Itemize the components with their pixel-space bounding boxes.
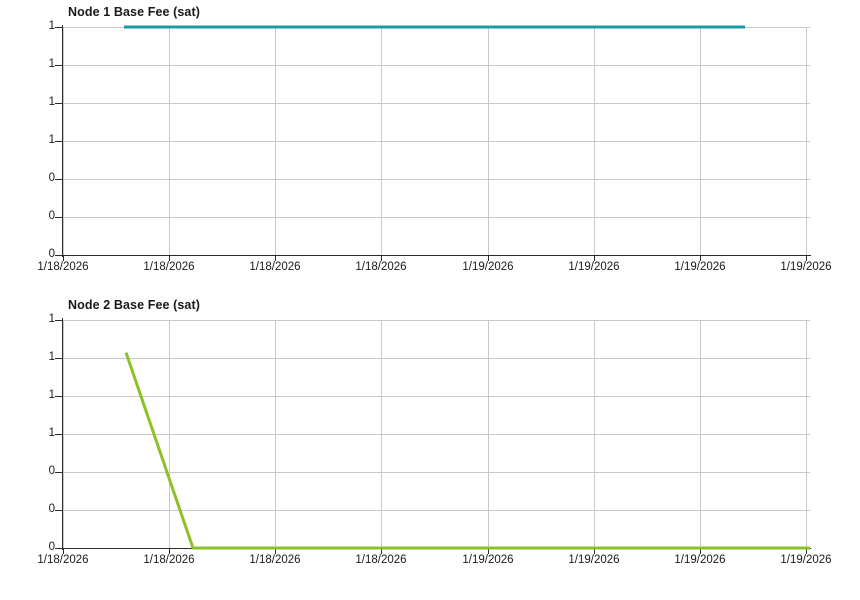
y-axis-spine-node1 [62, 25, 63, 257]
y-tick-node1-6 [55, 255, 62, 256]
x-tick-node1-2 [275, 255, 276, 261]
x-axis-label-node2-2: 1/18/2026 [249, 554, 301, 566]
x-tick-node2-1 [169, 548, 170, 554]
gridline-v-node2-1 [169, 320, 170, 548]
gridline-v-node2-6 [700, 320, 701, 548]
y-axis-label-node2-6: 0 [48, 541, 55, 553]
gridline-h-node2-4 [63, 472, 810, 473]
gridline-h-node2-5 [63, 510, 810, 511]
gridline-h-node1-2 [63, 103, 810, 104]
x-tick-node1-0 [63, 255, 64, 261]
gridline-h-node2-2 [63, 396, 810, 397]
y-axis-label-node1-1: 1 [48, 58, 55, 70]
gridline-h-node2-1 [63, 358, 810, 359]
y-axis-label-node2-4: 0 [48, 465, 55, 477]
x-tick-node2-2 [275, 548, 276, 554]
gridline-v-node1-0 [63, 27, 64, 255]
gridline-v-node2-2 [275, 320, 276, 548]
y-axis-spine-node2 [62, 318, 63, 550]
x-axis-label-node2-5: 1/19/2026 [568, 554, 620, 566]
plot-area-node2 [63, 320, 810, 550]
x-tick-node2-7 [806, 548, 807, 554]
x-axis-label-node2-3: 1/18/2026 [355, 554, 407, 566]
y-tick-node1-1 [55, 65, 62, 66]
x-tick-node1-4 [488, 255, 489, 261]
plot-area-node1 [63, 25, 810, 255]
y-axis-label-node2-5: 0 [48, 503, 55, 515]
x-axis-label-node2-0: 1/18/2026 [37, 554, 89, 566]
gridline-h-node1-5 [63, 217, 810, 218]
gridline-v-node2-3 [381, 320, 382, 548]
gridline-v-node1-6 [700, 27, 701, 255]
gridline-v-node1-5 [594, 27, 595, 255]
y-tick-node1-3 [55, 141, 62, 142]
x-axis-label-node1-3: 1/18/2026 [355, 261, 407, 273]
x-tick-node1-5 [594, 255, 595, 261]
gridline-h-node1-3 [63, 141, 810, 142]
x-axis-label-node2-4: 1/19/2026 [462, 554, 514, 566]
y-axis-label-node2-1: 1 [48, 351, 55, 363]
x-axis-label-node1-5: 1/19/2026 [568, 261, 620, 273]
x-tick-node1-7 [806, 255, 807, 261]
chart-title-node1: Node 1 Base Fee (sat) [68, 5, 201, 19]
y-tick-node1-2 [55, 103, 62, 104]
gridline-h-node2-0 [63, 320, 810, 321]
x-axis-label-node2-7: 1/19/2026 [780, 554, 832, 566]
x-tick-node2-5 [594, 548, 595, 554]
series-line-node2 [124, 352, 810, 550]
x-tick-node1-1 [169, 255, 170, 261]
chart-panel-node2: Node 2 Base Fee (sat) 1 1 1 1 0 0 0 1/18… [0, 293, 860, 583]
x-axis-label-node1-7: 1/19/2026 [780, 261, 832, 273]
y-tick-node1-4 [55, 179, 62, 180]
y-axis-label-node1-3: 1 [48, 134, 55, 146]
gridline-v-node2-0 [63, 320, 64, 548]
y-axis-label-node2-0: 1 [48, 313, 55, 325]
x-tick-node1-6 [700, 255, 701, 261]
chart-title-node2: Node 2 Base Fee (sat) [68, 298, 201, 312]
gridline-v-node1-7 [806, 27, 807, 255]
series-line-node1 [124, 25, 745, 29]
x-tick-node2-3 [381, 548, 382, 554]
x-tick-node1-3 [381, 255, 382, 261]
x-tick-node2-4 [488, 548, 489, 554]
x-axis-label-node2-6: 1/19/2026 [674, 554, 726, 566]
gridline-h-node2-3 [63, 434, 810, 435]
y-tick-node2-5 [55, 510, 62, 511]
y-axis-label-node1-5: 0 [48, 210, 55, 222]
gridline-v-node1-2 [275, 27, 276, 255]
chart-panel-node1: Node 1 Base Fee (sat) 1 1 1 1 0 0 0 1/18… [0, 0, 860, 290]
y-tick-node2-4 [55, 472, 62, 473]
y-tick-node2-6 [55, 548, 62, 549]
y-axis-label-node2-3: 1 [48, 427, 55, 439]
gridline-v-node2-5 [594, 320, 595, 548]
y-tick-node2-1 [55, 358, 62, 359]
gridline-h-node1-4 [63, 179, 810, 180]
gridline-v-node1-1 [169, 27, 170, 255]
y-tick-node2-2 [55, 396, 62, 397]
y-axis-label-node1-4: 0 [48, 172, 55, 184]
x-axis-spine-node1 [62, 255, 811, 256]
gridline-v-node2-7 [806, 320, 807, 548]
x-axis-label-node1-1: 1/18/2026 [143, 261, 195, 273]
y-axis-label-node1-2: 1 [48, 96, 55, 108]
y-tick-node1-0 [55, 27, 62, 28]
x-axis-label-node1-0: 1/18/2026 [37, 261, 89, 273]
x-axis-label-node1-4: 1/19/2026 [462, 261, 514, 273]
y-tick-node1-5 [55, 217, 62, 218]
y-axis-label-node2-2: 1 [48, 389, 55, 401]
x-axis-label-node1-6: 1/19/2026 [674, 261, 726, 273]
x-axis-label-node1-2: 1/18/2026 [249, 261, 301, 273]
x-tick-node2-6 [700, 548, 701, 554]
gridline-v-node1-4 [488, 27, 489, 255]
x-axis-label-node2-1: 1/18/2026 [143, 554, 195, 566]
y-tick-node2-3 [55, 434, 62, 435]
gridline-h-node1-1 [63, 65, 810, 66]
y-axis-label-node1-0: 1 [48, 20, 55, 32]
y-tick-node2-0 [55, 320, 62, 321]
x-tick-node2-0 [63, 548, 64, 554]
gridline-v-node1-3 [381, 27, 382, 255]
gridline-v-node2-4 [488, 320, 489, 548]
y-axis-label-node1-6: 0 [48, 248, 55, 260]
